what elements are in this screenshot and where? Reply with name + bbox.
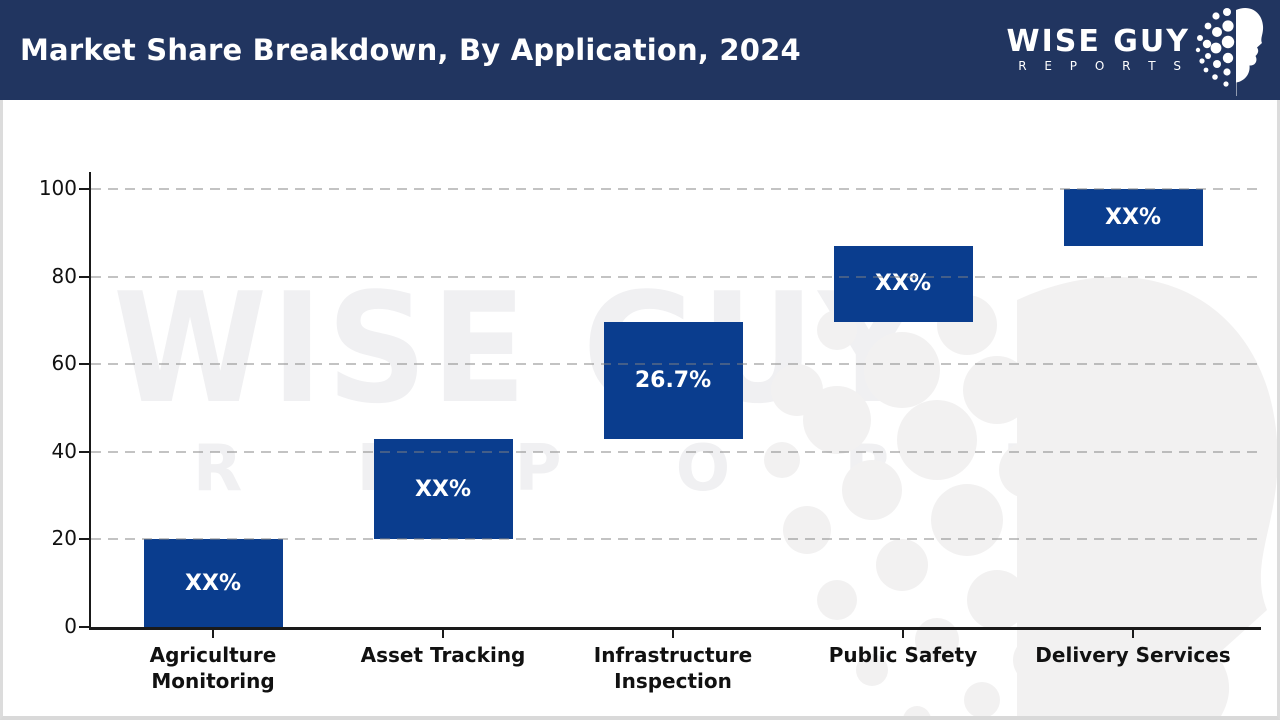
bar-infrastructure-inspection: 26.7% <box>603 321 743 439</box>
bar-value-label: XX% <box>415 476 471 502</box>
x-category-label-line: Monitoring <box>151 669 275 693</box>
x-category-label-line: Agriculture <box>149 643 277 667</box>
y-tick-mark-20 <box>79 538 89 541</box>
x-category-label-line: Inspection <box>614 669 732 693</box>
y-tick-mark-60 <box>79 363 89 366</box>
x-category-label-line: Public Safety <box>828 643 978 667</box>
y-tick-mark-40 <box>79 450 89 453</box>
x-category-label-public-safety: Public Safety <box>787 642 1019 668</box>
gridline-60 <box>91 363 1261 366</box>
gridline-80 <box>91 275 1261 278</box>
y-tick-mark-100 <box>79 188 89 190</box>
y-tick-label-80: 80 <box>51 263 77 288</box>
header: Market Share Breakdown, By Application, … <box>0 0 1280 100</box>
x-axis-spine <box>89 627 1261 630</box>
brand-logo: WISE GUY R E P O R T S <box>1006 4 1266 96</box>
x-tick-mark-0 <box>212 629 214 638</box>
y-tick-mark-0 <box>79 626 89 628</box>
x-category-label-line: Delivery Services <box>1035 643 1231 667</box>
bar-delivery-services: XX% <box>1063 189 1203 246</box>
bar-public-safety: XX% <box>833 245 973 322</box>
dotted-face-profile-icon <box>1195 8 1264 96</box>
x-tick-mark-2 <box>672 629 674 638</box>
y-tick-label-0: 0 <box>64 614 77 638</box>
page-title: Market Share Breakdown, By Application, … <box>20 33 801 67</box>
bar-value-label: XX% <box>875 271 931 297</box>
bar-value-label: XX% <box>1105 204 1161 230</box>
logo-wordmark: WISE GUY <box>1006 24 1190 59</box>
x-category-label-infrastructure-inspection: Infrastructure Inspection <box>557 642 789 694</box>
x-tick-mark-4 <box>1132 629 1134 638</box>
chart-canvas: WISE GUY R E P O R T S XX% XX% 26.7% XX% XX%… <box>0 100 1280 720</box>
bar-agriculture-monitoring: XX% <box>143 539 283 627</box>
gridline-20 <box>91 538 1261 541</box>
y-axis-spine <box>89 172 91 629</box>
logo-subtitle: R E P O R T S <box>1018 59 1188 73</box>
bar-value-label: 26.7% <box>634 367 712 393</box>
brand-logo-text: WISE GUY R E P O R T S <box>1006 26 1190 74</box>
x-category-label-delivery-services: Delivery Services <box>1017 642 1249 668</box>
y-tick-label-20: 20 <box>51 526 77 551</box>
y-tick-mark-80 <box>79 275 89 278</box>
x-category-label-line: Asset Tracking <box>360 643 526 667</box>
x-category-label-asset-tracking: Asset Tracking <box>327 642 559 668</box>
gridline-40 <box>91 450 1261 453</box>
bar-value-label: XX% <box>185 570 241 596</box>
x-category-label-line: Infrastructure <box>593 643 753 667</box>
y-tick-label-100: 100 <box>38 176 77 200</box>
y-tick-label-40: 40 <box>51 438 77 463</box>
x-tick-mark-1 <box>442 629 444 638</box>
x-category-label-agriculture-monitoring: Agriculture Monitoring <box>97 642 329 694</box>
bar-asset-tracking: XX% <box>373 438 513 540</box>
x-tick-mark-3 <box>902 629 904 638</box>
gridline-100 <box>91 188 1261 190</box>
y-tick-label-60: 60 <box>51 351 77 376</box>
